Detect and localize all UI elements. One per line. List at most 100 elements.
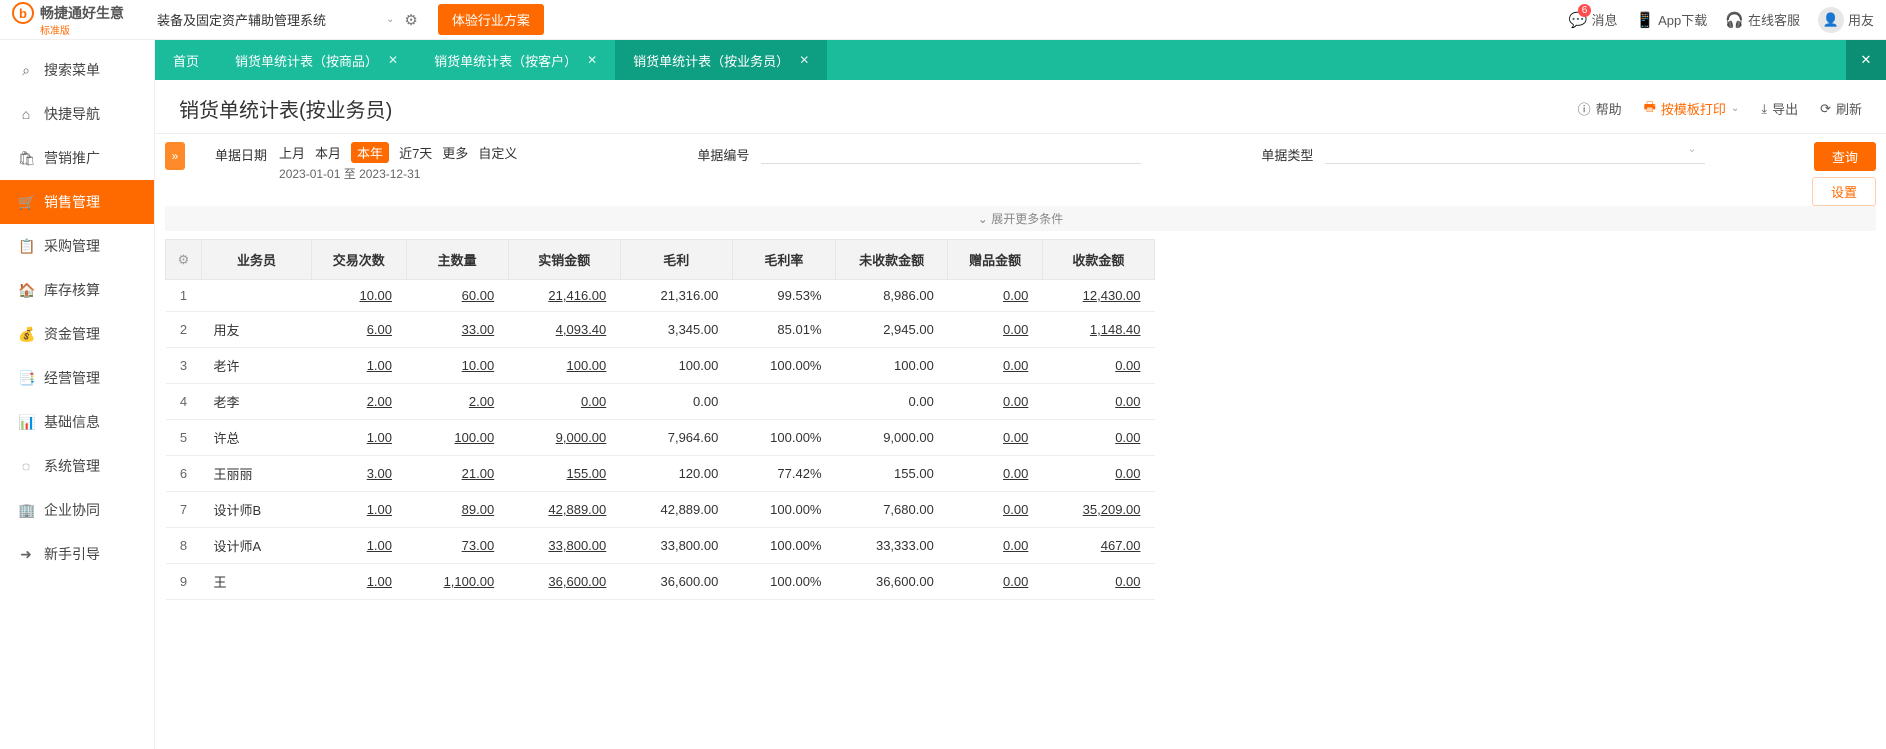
tab-1[interactable]: 销货单统计表（按商品）✕	[217, 40, 416, 80]
col-header-7[interactable]: 赠品金额	[948, 240, 1043, 280]
messages-button[interactable]: 💬 6 消息	[1569, 10, 1618, 29]
table-row[interactable]: 9王1.001,100.0036,600.0036,600.00100.00%3…	[166, 564, 1155, 600]
tabs-close-all[interactable]: ✕	[1846, 40, 1886, 80]
sidebar-item-4[interactable]: 📋采购管理	[0, 224, 154, 268]
cell[interactable]: 467.00	[1042, 528, 1154, 564]
app-download-button[interactable]: 📱 App下载	[1635, 10, 1707, 29]
cell[interactable]: 10.00	[312, 280, 407, 312]
sidebar-item-8[interactable]: 📊基础信息	[0, 400, 154, 444]
gear-icon[interactable]: ⚙	[404, 11, 417, 29]
cell[interactable]: 0.00	[948, 564, 1043, 600]
cell[interactable]: 1,100.00	[406, 564, 508, 600]
cell[interactable]: 2.00	[312, 384, 407, 420]
cell[interactable]: 1.00	[312, 348, 407, 384]
expand-more-filters[interactable]: ⌄ 展开更多条件	[165, 206, 1876, 231]
table-row[interactable]: 110.0060.0021,416.0021,316.0099.53%8,986…	[166, 280, 1155, 312]
cell[interactable]: 0.00	[1042, 348, 1154, 384]
tab-2[interactable]: 销货单统计表（按客户）✕	[416, 40, 615, 80]
query-button[interactable]: 查询	[1814, 142, 1876, 171]
cell[interactable]: 0.00	[948, 492, 1043, 528]
cell[interactable]: 1.00	[312, 564, 407, 600]
col-header-4[interactable]: 毛利	[620, 240, 732, 280]
cell[interactable]: 0.00	[948, 312, 1043, 348]
system-selector[interactable]: 装备及固定资产辅助管理系统 ⌄	[157, 10, 394, 29]
cell[interactable]: 33,800.00	[508, 528, 620, 564]
cell[interactable]: 12,430.00	[1042, 280, 1154, 312]
date-option-0[interactable]: 上月	[279, 143, 305, 162]
sidebar-item-7[interactable]: 📑经营管理	[0, 356, 154, 400]
tab-3[interactable]: 销货单统计表（按业务员）✕	[615, 40, 827, 80]
online-service-button[interactable]: 🎧 在线客服	[1725, 10, 1800, 29]
export-button[interactable]: ⤓导出	[1761, 99, 1798, 118]
cell[interactable]: 4,093.40	[508, 312, 620, 348]
tab-0[interactable]: 首页	[155, 40, 217, 80]
date-option-2[interactable]: 本年	[351, 142, 389, 163]
col-header-0[interactable]: 业务员	[202, 240, 312, 280]
refresh-button[interactable]: ⟳刷新	[1820, 99, 1862, 118]
close-icon[interactable]: ✕	[587, 53, 597, 67]
cell[interactable]: 0.00	[948, 280, 1043, 312]
cell[interactable]: 0.00	[508, 384, 620, 420]
date-option-4[interactable]: 更多	[442, 143, 468, 162]
cell[interactable]: 60.00	[406, 280, 508, 312]
cell[interactable]: 21.00	[406, 456, 508, 492]
doc-type-select[interactable]	[1325, 142, 1705, 164]
experience-button[interactable]: 体验行业方案	[438, 4, 544, 35]
date-option-3[interactable]: 近7天	[399, 143, 432, 162]
cell[interactable]: 21,416.00	[508, 280, 620, 312]
cell[interactable]: 0.00	[1042, 456, 1154, 492]
sidebar-item-1[interactable]: ⌂快捷导航	[0, 92, 154, 136]
cell[interactable]: 2.00	[406, 384, 508, 420]
cell[interactable]: 1.00	[312, 420, 407, 456]
cell[interactable]: 155.00	[508, 456, 620, 492]
sidebar-item-10[interactable]: 🏢企业协同	[0, 488, 154, 532]
cell[interactable]: 3.00	[312, 456, 407, 492]
filter-collapse-handle[interactable]: »	[165, 142, 185, 170]
table-row[interactable]: 3老许1.0010.00100.00100.00100.00%100.000.0…	[166, 348, 1155, 384]
table-row[interactable]: 6王丽丽3.0021.00155.00120.0077.42%155.000.0…	[166, 456, 1155, 492]
cell[interactable]: 0.00	[948, 456, 1043, 492]
sidebar-item-0[interactable]: ⌕搜索菜单	[0, 48, 154, 92]
cell[interactable]: 0.00	[948, 384, 1043, 420]
print-button[interactable]: 🖶按模板打印 ⌄	[1644, 98, 1740, 120]
cell[interactable]: 100.00	[508, 348, 620, 384]
cell[interactable]: 1.00	[312, 492, 407, 528]
sidebar-item-5[interactable]: 🏠库存核算	[0, 268, 154, 312]
doc-no-input[interactable]	[761, 142, 1141, 164]
table-gear-header[interactable]: ⚙	[166, 240, 202, 280]
table-row[interactable]: 2用友6.0033.004,093.403,345.0085.01%2,945.…	[166, 312, 1155, 348]
col-header-5[interactable]: 毛利率	[732, 240, 835, 280]
col-header-2[interactable]: 主数量	[406, 240, 508, 280]
cell[interactable]: 6.00	[312, 312, 407, 348]
cell[interactable]: 0.00	[1042, 564, 1154, 600]
sidebar-item-11[interactable]: ➜新手引导	[0, 532, 154, 576]
col-header-1[interactable]: 交易次数	[312, 240, 407, 280]
cell[interactable]: 0.00	[1042, 420, 1154, 456]
cell[interactable]: 1,148.40	[1042, 312, 1154, 348]
sidebar-item-6[interactable]: 💰资金管理	[0, 312, 154, 356]
cell[interactable]: 42,889.00	[508, 492, 620, 528]
close-icon[interactable]: ✕	[388, 53, 398, 67]
col-header-6[interactable]: 未收款金额	[836, 240, 948, 280]
date-option-1[interactable]: 本月	[315, 143, 341, 162]
col-header-3[interactable]: 实销金额	[508, 240, 620, 280]
settings-button[interactable]: 设置	[1812, 177, 1876, 206]
col-header-8[interactable]: 收款金额	[1042, 240, 1154, 280]
cell[interactable]: 1.00	[312, 528, 407, 564]
cell[interactable]: 9,000.00	[508, 420, 620, 456]
cell[interactable]: 35,209.00	[1042, 492, 1154, 528]
sidebar-item-3[interactable]: 🛒销售管理	[0, 180, 154, 224]
sidebar-item-9[interactable]: ◌系统管理	[0, 444, 154, 488]
cell[interactable]: 89.00	[406, 492, 508, 528]
sidebar-item-2[interactable]: 🛍营销推广	[0, 136, 154, 180]
cell[interactable]: 0.00	[1042, 384, 1154, 420]
table-row[interactable]: 7设计师B1.0089.0042,889.0042,889.00100.00%7…	[166, 492, 1155, 528]
cell[interactable]: 0.00	[948, 420, 1043, 456]
table-row[interactable]: 8设计师A1.0073.0033,800.0033,800.00100.00%3…	[166, 528, 1155, 564]
cell[interactable]: 36,600.00	[508, 564, 620, 600]
cell[interactable]: 73.00	[406, 528, 508, 564]
cell[interactable]: 0.00	[948, 528, 1043, 564]
cell[interactable]: 33.00	[406, 312, 508, 348]
cell[interactable]: 10.00	[406, 348, 508, 384]
table-row[interactable]: 5许总1.00100.009,000.007,964.60100.00%9,00…	[166, 420, 1155, 456]
